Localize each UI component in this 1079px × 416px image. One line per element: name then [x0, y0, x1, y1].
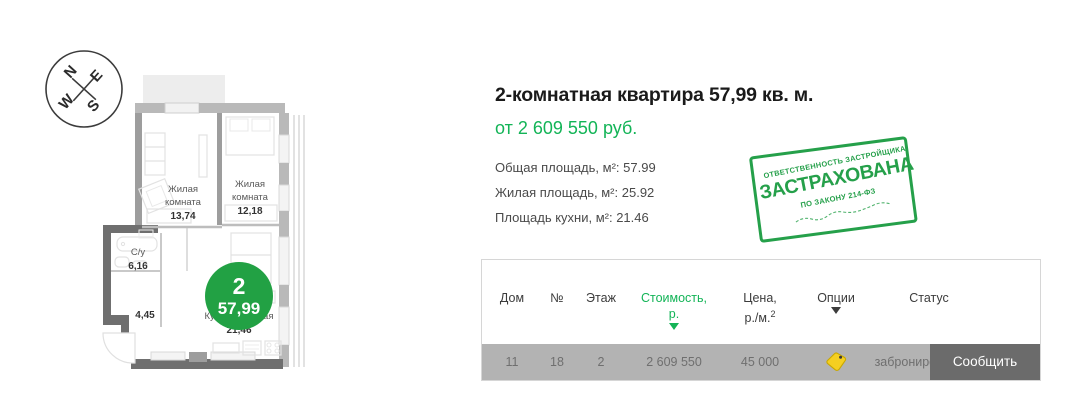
column-header-price-sup: 2 [770, 309, 776, 319]
badge-room-count: 2 [232, 273, 246, 299]
column-header-options[interactable]: Опции [798, 290, 874, 314]
area-stats-list: Общая площадь, м²: 57.99 Жилая площадь, … [495, 160, 656, 235]
stat-kitchen-area: Площадь кухни, м²: 21.46 [495, 210, 656, 225]
stat-total-area-value: 57.99 [623, 160, 656, 175]
room-area-kitchen: 21,46 [226, 325, 251, 336]
room-area-living1: 13,74 [170, 211, 195, 222]
column-header-price-line2: р./м. [744, 311, 771, 326]
column-header-cost-line1: Стоимость, [640, 291, 708, 305]
stat-living-area: Жилая площадь, м²: 25.92 [495, 185, 656, 200]
cell-number: 18 [550, 355, 564, 369]
room-label-living1-line2: комната [165, 197, 202, 208]
stat-kitchen-area-label: Площадь кухни, м²: [495, 210, 613, 225]
room-label-living2-line2: комната [232, 192, 269, 203]
column-header-price-line1: Цена, [743, 291, 777, 305]
apartment-floorplan-drawing: Жилая комната 13,74 Жилая комната 12,18 … [102, 75, 305, 369]
column-header-number[interactable]: № [550, 291, 564, 305]
page-title: 2-комнатная квартира 57,99 кв. м. [495, 84, 814, 106]
cell-floor: 2 [597, 355, 605, 369]
sort-caret-down-icon[interactable] [669, 323, 679, 330]
column-header-floor[interactable]: Этаж [586, 291, 616, 305]
stat-living-area-value: 25.92 [621, 185, 655, 200]
report-button[interactable]: Сообщить [930, 344, 1040, 380]
column-header-cost-line2: р. [668, 307, 680, 321]
stat-total-area: Общая площадь, м²: 57.99 [495, 160, 656, 175]
units-table: Дом № Этаж Стоимость, р. Цена, р./м.2 Оп… [481, 259, 1041, 381]
stamp-scribble-icon [795, 202, 891, 223]
cell-price-per-m2: 45 000 [740, 355, 780, 369]
column-header-options-label: Опции [817, 291, 855, 305]
column-header-price-per-m2[interactable]: Цена, р./м.2 [722, 290, 798, 326]
stat-kitchen-area-value: 21.46 [616, 210, 649, 225]
options-caret-down-icon[interactable] [831, 307, 841, 314]
column-header-status[interactable]: Статус [909, 291, 949, 305]
room-label-living1-line1: Жилая [168, 184, 198, 195]
room-area-bathroom: 6,16 [128, 261, 148, 272]
table-header-row: Дом № Этаж Стоимость, р. Цена, р./м.2 Оп… [482, 260, 1040, 344]
cell-house: 11 [505, 355, 519, 369]
tag-icon[interactable] [825, 352, 847, 373]
floorplan-panel: N E S W [0, 0, 460, 416]
compass-rose-icon: N E S W [45, 50, 123, 128]
insurance-stamp: ОТВЕТСТВЕННОСТЬ ЗАСТРОЙЩИКА ЗАСТРАХОВАНА… [744, 132, 922, 250]
cell-cost: 2 609 550 [646, 355, 702, 369]
stat-living-area-label: Жилая площадь, м²: [495, 185, 619, 200]
badge-total-area: 57,99 [217, 299, 261, 318]
room-area-hall: 4,45 [135, 310, 155, 321]
room-label-living2-line1: Жилая [235, 179, 265, 190]
table-row[interactable]: 11 18 2 2 609 550 45 000 забронировано С… [482, 344, 1040, 380]
column-header-cost[interactable]: Стоимость, р. [626, 290, 722, 330]
column-header-house[interactable]: Дом [499, 291, 525, 305]
stat-total-area-label: Общая площадь, м²: [495, 160, 620, 175]
price-from-label: от 2 609 550 руб. [495, 118, 638, 138]
room-area-living2: 12,18 [237, 206, 262, 217]
apartment-info-panel: 2-комнатная квартира 57,99 кв. м. от 2 6… [481, 0, 1079, 416]
room-label-bathroom: С/у [131, 247, 146, 258]
apartment-area-badge: 2 57,99 [205, 262, 273, 330]
